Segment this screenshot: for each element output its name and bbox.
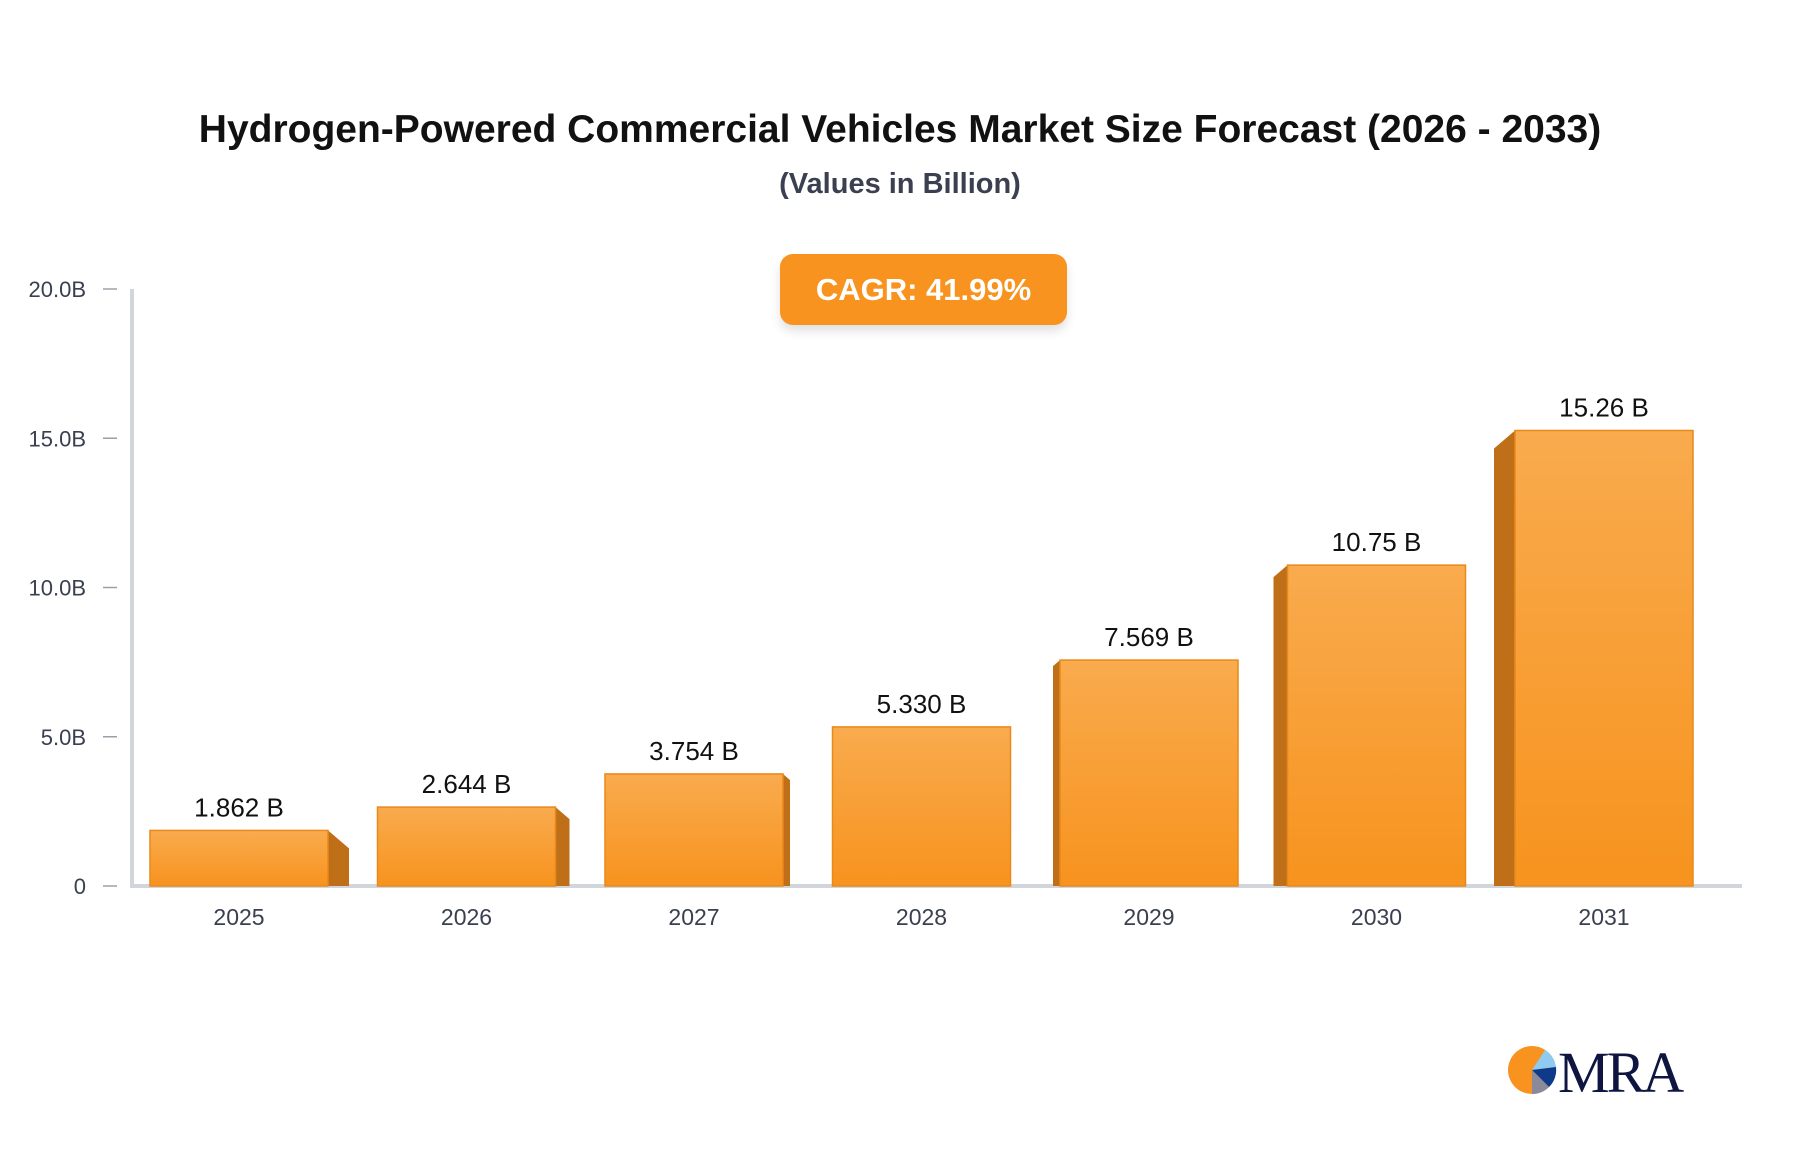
bar-side — [1494, 430, 1515, 886]
bar-value-label: 7.569 B — [1104, 622, 1194, 652]
bar-2030: 10.75 B 2030 — [1273, 527, 1467, 930]
bar-value-label: 5.330 B — [877, 689, 967, 719]
chart-title: Hydrogen-Powered Commercial Vehicles Mar… — [198, 108, 1602, 151]
bar-value-label: 10.75 B — [1332, 527, 1422, 557]
bar-2026: 2.644 B 2026 — [376, 769, 570, 930]
bar-value-label: 3.754 B — [649, 736, 739, 766]
bar-2027: 3.754 B 2027 — [604, 736, 790, 930]
x-tick-label: 2029 — [1123, 904, 1174, 930]
y-tick-label: 15.0B — [29, 426, 87, 451]
bar-front — [376, 806, 557, 887]
bar-value-label: 1.862 B — [194, 792, 284, 822]
mra-logo: MRA — [1508, 1040, 1687, 1100]
bar-side — [555, 807, 570, 886]
bar-2028: 5.330 B 2028 — [831, 689, 1012, 930]
bar-side — [1053, 660, 1060, 886]
bar-2025: 1.862 B 2025 — [149, 792, 349, 930]
bar-front — [1059, 659, 1239, 887]
bar-side — [1273, 565, 1288, 886]
x-tick-label: 2030 — [1351, 904, 1402, 930]
y-tick-label: 5.0B — [41, 725, 86, 750]
x-tick-label: 2027 — [668, 904, 719, 930]
bar-2031: 15.26 B 2031 — [1494, 392, 1694, 930]
cagr-badge: CAGR: 41.99% — [780, 254, 1067, 325]
bar-2029: 7.569 B 2029 — [1053, 622, 1239, 930]
bar-side — [328, 830, 349, 886]
x-tick-label: 2026 — [441, 904, 492, 930]
bar-front — [604, 773, 784, 887]
x-tick-label: 2031 — [1578, 904, 1629, 930]
x-tick-label: 2025 — [213, 904, 264, 930]
bar-value-label: 15.26 B — [1559, 392, 1649, 422]
svg-text:MRA: MRA — [1558, 1040, 1684, 1100]
chart-subtitle: (Values in Billion) — [779, 168, 1021, 200]
bar-front — [149, 829, 329, 887]
bar-side — [783, 773, 790, 886]
y-tick-label: 20.0B — [29, 277, 87, 302]
bar-front — [1286, 564, 1467, 887]
y-tick-label: 0 — [74, 874, 86, 899]
bar-front — [1514, 429, 1694, 887]
x-tick-label: 2028 — [896, 904, 947, 930]
bar-front — [831, 726, 1012, 887]
y-tick-label: 10.0B — [29, 576, 87, 601]
bar-value-label: 2.644 B — [422, 769, 512, 799]
